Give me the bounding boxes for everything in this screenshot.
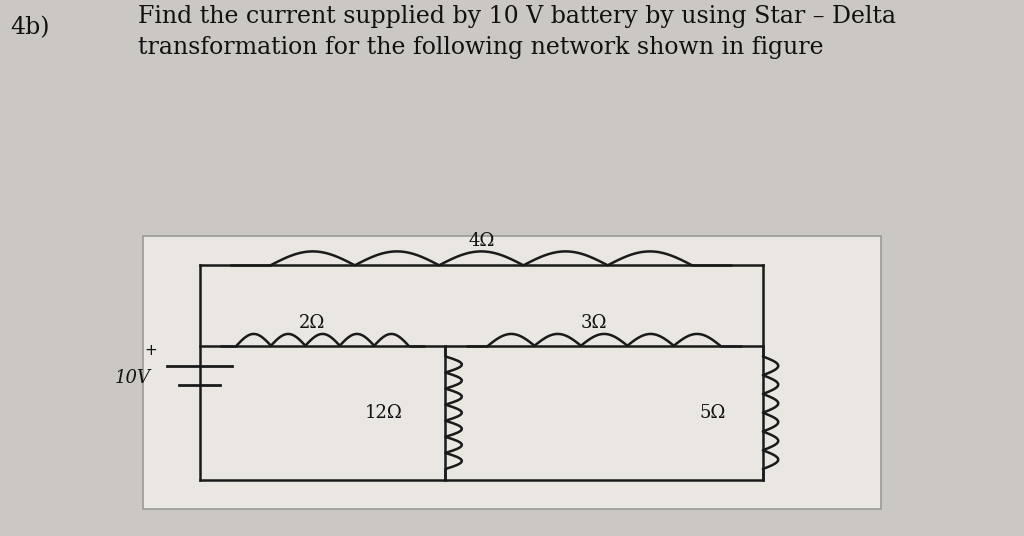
Text: 10V: 10V	[115, 369, 152, 387]
Text: 4Ω: 4Ω	[468, 232, 495, 250]
Text: 12Ω: 12Ω	[365, 404, 402, 422]
FancyBboxPatch shape	[143, 236, 881, 509]
Text: +: +	[144, 343, 157, 358]
Text: 4b): 4b)	[10, 16, 50, 39]
Text: 2Ω: 2Ω	[299, 314, 326, 332]
Text: 3Ω: 3Ω	[581, 314, 607, 332]
Text: 5Ω: 5Ω	[699, 404, 726, 422]
Text: Find the current supplied by 10 V battery by using Star – Delta
transformation f: Find the current supplied by 10 V batter…	[138, 5, 896, 59]
